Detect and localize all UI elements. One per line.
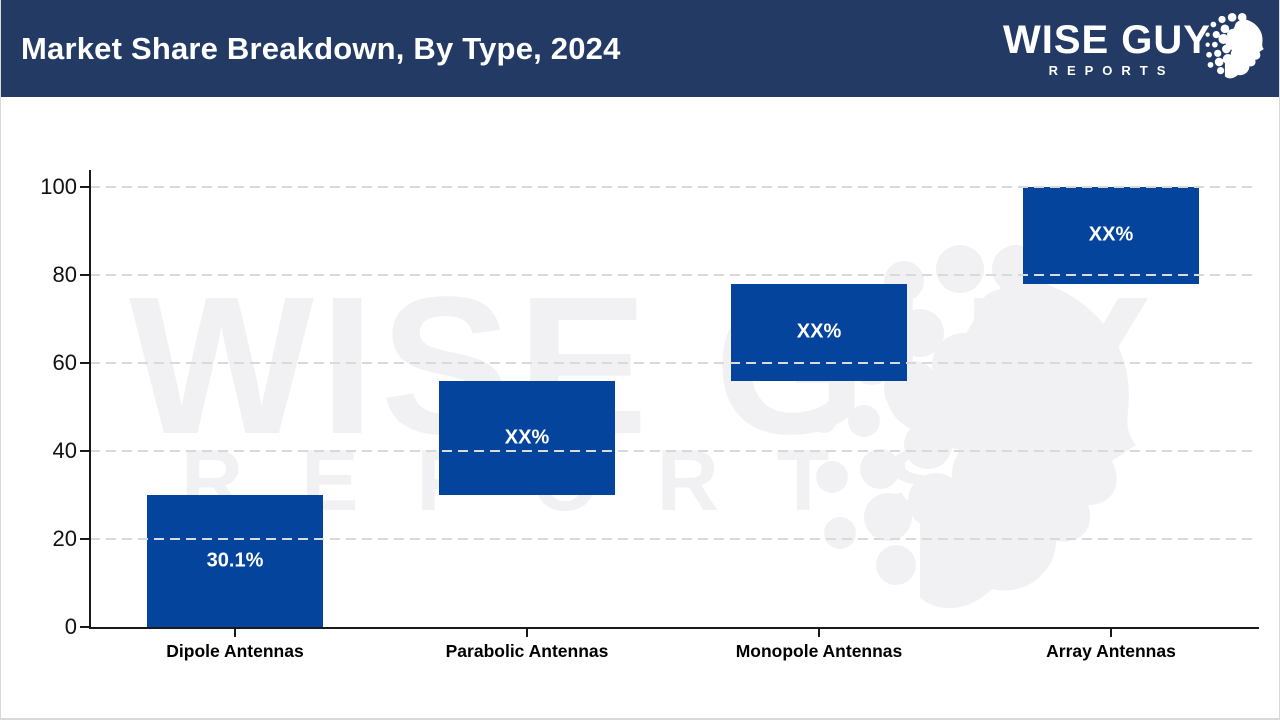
y-tick-label: 100: [40, 174, 77, 199]
y-tick-label: 20: [52, 526, 77, 551]
category-label: Parabolic Antennas: [445, 641, 609, 661]
bar-value-label: XX%: [796, 320, 842, 343]
x-tick-mark: [818, 629, 820, 637]
y-tick-mark: [80, 274, 89, 276]
x-tick-mark: [234, 629, 236, 637]
wiseguy-face-icon: [1199, 8, 1271, 90]
logo-subtitle: REPORTS: [1048, 63, 1175, 78]
y-tick-mark: [80, 626, 89, 628]
category-label: Array Antennas: [1046, 641, 1176, 661]
logo-wordmark: WISE GUY: [1002, 18, 1211, 62]
grid-line: [90, 538, 1257, 540]
y-tick-mark: [80, 450, 89, 452]
y-tick-label: 60: [52, 350, 77, 375]
x-axis-line: [89, 627, 1259, 629]
x-tick-mark: [1110, 629, 1112, 637]
y-tick-mark: [80, 362, 89, 364]
bar-value-label: XX%: [1088, 223, 1134, 246]
y-axis-line: [89, 170, 91, 629]
y-tick-label: 0: [64, 614, 77, 639]
bar: [439, 380, 615, 495]
y-tick-label: 80: [52, 262, 77, 287]
grid-line: [90, 362, 1257, 364]
y-tick-mark: [80, 186, 89, 188]
y-tick-mark: [80, 538, 89, 540]
y-tick-label: 40: [52, 438, 77, 463]
grid-line: [90, 274, 1257, 276]
chart-title: Market Share Breakdown, By Type, 2024: [21, 30, 621, 66]
grid-line: [90, 450, 1257, 452]
grid-line: [90, 186, 1257, 188]
x-tick-mark: [526, 629, 528, 637]
header-bar: Market Share Breakdown, By Type, 2024 WI…: [1, 0, 1280, 97]
bar-value-label: 30.1%: [206, 549, 264, 572]
wiseguy-logo-text: WISE GUY REPORTS: [1003, 20, 1211, 77]
category-label: Monopole Antennas: [735, 641, 903, 661]
bar-value-label: XX%: [504, 426, 550, 449]
category-label: Dipole Antennas: [166, 641, 304, 661]
plot-area: 0 20 40 60 80 100 30.1% Dipole Antennas XX% Parab…: [1, 97, 1279, 718]
bar: [147, 494, 323, 627]
wiseguy-logo: WISE GUY REPORTS: [1003, 8, 1280, 90]
